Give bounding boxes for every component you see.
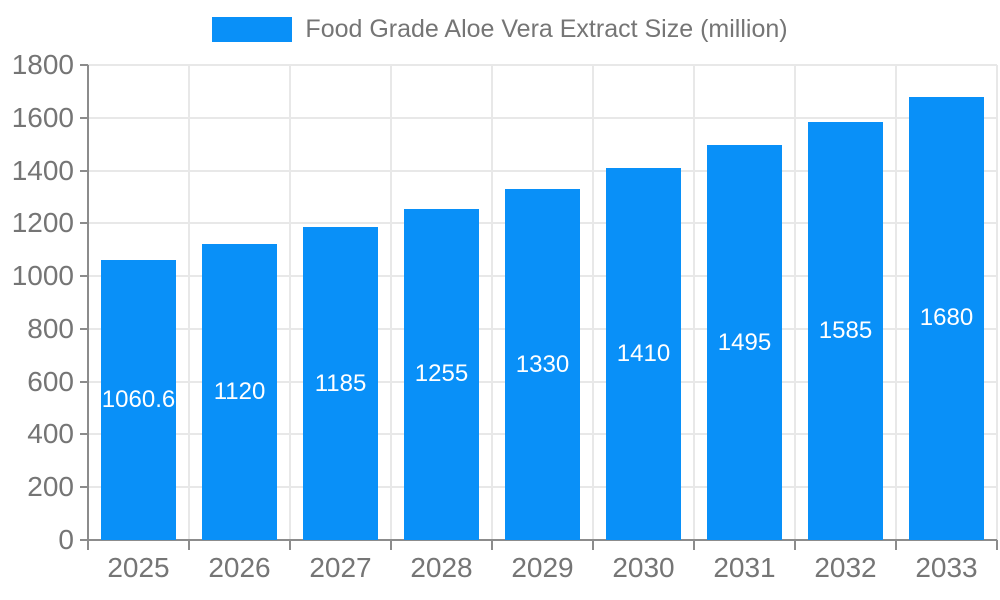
y-axis-tick-label: 600 bbox=[27, 365, 74, 397]
x-axis-tick-mark bbox=[895, 540, 897, 550]
bar[interactable] bbox=[403, 208, 480, 540]
bar[interactable] bbox=[504, 189, 581, 540]
x-axis-tick-mark bbox=[188, 540, 190, 550]
vertical-gridline bbox=[693, 65, 695, 540]
x-axis-tick-label: 2031 bbox=[713, 552, 776, 583]
bar-value-label: 1120 bbox=[213, 378, 266, 406]
y-axis-tick-mark bbox=[80, 380, 88, 383]
y-axis-tick-mark bbox=[80, 539, 88, 541]
x-axis-tick-mark bbox=[491, 540, 493, 550]
vertical-gridline bbox=[794, 65, 796, 540]
y-axis-tick-mark bbox=[80, 327, 88, 330]
y-axis-tick-label: 1800 bbox=[11, 49, 74, 80]
vertical-gridline bbox=[996, 65, 998, 540]
y-axis-tick-mark bbox=[80, 116, 88, 119]
x-axis-tick-mark bbox=[289, 540, 291, 550]
y-axis-tick-mark bbox=[80, 169, 88, 172]
y-axis-tick-label: 400 bbox=[27, 418, 74, 450]
legend-swatch-icon bbox=[212, 17, 293, 42]
vertical-gridline bbox=[188, 65, 190, 540]
y-axis-tick-mark bbox=[80, 222, 88, 225]
y-axis-tick-mark bbox=[80, 433, 88, 436]
bar-value-label: 1680 bbox=[919, 304, 974, 332]
vertical-gridline bbox=[592, 65, 594, 540]
bar-value-label: 1185 bbox=[314, 369, 367, 397]
horizontal-gridline bbox=[88, 116, 997, 119]
bar-value-label: 1495 bbox=[717, 328, 772, 356]
x-axis-tick-mark bbox=[693, 540, 695, 550]
x-axis-tick-label: 2028 bbox=[410, 552, 473, 583]
x-axis-tick-mark bbox=[592, 540, 594, 550]
x-axis bbox=[88, 539, 997, 541]
bar[interactable] bbox=[807, 121, 884, 540]
x-axis-tick-label: 2030 bbox=[612, 552, 675, 583]
bar-value-label: 1330 bbox=[515, 350, 570, 378]
bar[interactable] bbox=[706, 145, 783, 540]
x-axis-tick-mark bbox=[996, 540, 998, 550]
bar-value-label: 1585 bbox=[818, 316, 873, 344]
y-axis bbox=[87, 65, 89, 550]
y-axis-tick-label: 1600 bbox=[11, 101, 74, 133]
x-axis-tick-mark bbox=[390, 540, 392, 550]
bar[interactable] bbox=[201, 244, 278, 540]
bar-value-label: 1060.6 bbox=[101, 386, 176, 414]
y-axis-tick-label: 1400 bbox=[11, 154, 74, 186]
vertical-gridline bbox=[390, 65, 392, 540]
x-axis-tick-label: 2025 bbox=[107, 552, 170, 583]
legend-label: Food Grade Aloe Vera Extract Size (milli… bbox=[305, 15, 788, 43]
x-axis-tick-label: 2029 bbox=[511, 552, 574, 583]
legend-item[interactable]: Food Grade Aloe Vera Extract Size (milli… bbox=[0, 15, 1000, 44]
y-axis-tick-label: 0 bbox=[58, 524, 74, 555]
x-axis-tick-label: 2026 bbox=[208, 552, 271, 583]
y-axis-tick-mark bbox=[80, 275, 88, 278]
bar-value-label: 1255 bbox=[414, 360, 469, 388]
x-axis-tick-label: 2027 bbox=[309, 552, 372, 583]
bar[interactable] bbox=[100, 260, 177, 540]
vertical-gridline bbox=[895, 65, 897, 540]
horizontal-gridline bbox=[88, 169, 997, 172]
x-axis-tick-mark bbox=[794, 540, 796, 550]
x-axis-tick-label: 2033 bbox=[915, 552, 978, 583]
y-axis-tick-mark bbox=[80, 64, 88, 66]
y-axis-tick-label: 200 bbox=[27, 471, 74, 503]
y-axis-tick-label: 800 bbox=[27, 312, 74, 344]
bar-value-label: 1410 bbox=[616, 339, 671, 367]
vertical-gridline bbox=[491, 65, 493, 540]
y-axis-tick-label: 1000 bbox=[11, 260, 74, 292]
y-axis-tick-label: 1200 bbox=[11, 207, 74, 239]
bar[interactable] bbox=[302, 227, 379, 540]
x-axis-tick-label: 2032 bbox=[814, 552, 877, 583]
bar[interactable] bbox=[605, 167, 682, 540]
y-axis-tick-mark bbox=[80, 486, 88, 489]
horizontal-gridline bbox=[88, 64, 997, 66]
vertical-gridline bbox=[289, 65, 291, 540]
bar[interactable] bbox=[908, 96, 985, 540]
